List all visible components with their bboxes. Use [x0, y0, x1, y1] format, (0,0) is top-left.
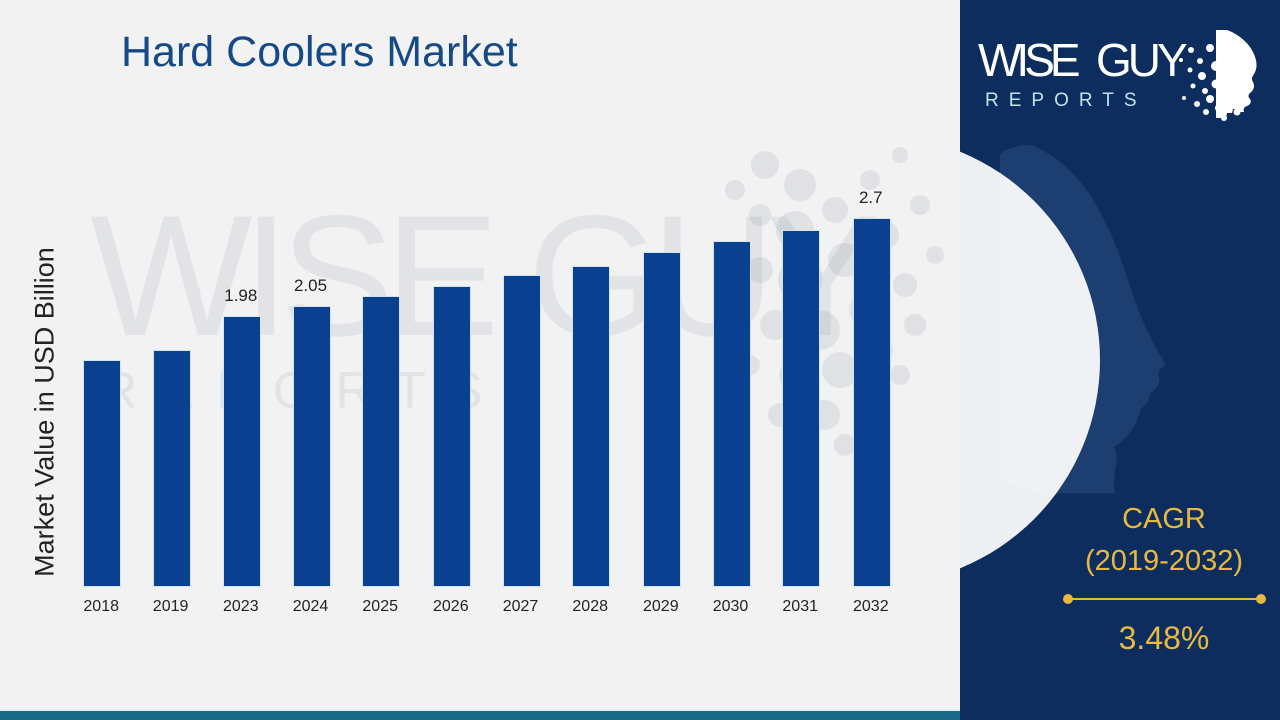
svg-text:REPORTS: REPORTS [985, 90, 1147, 111]
